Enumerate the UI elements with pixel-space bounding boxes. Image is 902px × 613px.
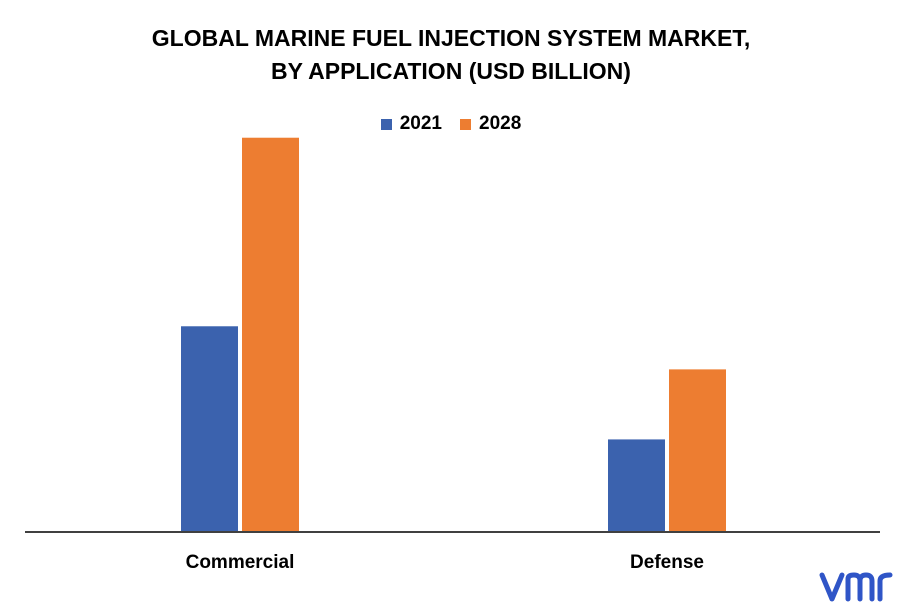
legend-swatch-2028 <box>460 118 471 130</box>
legend-label-2021: 2021 <box>399 113 442 134</box>
bar-defense-2021 <box>608 439 665 531</box>
x-tick-labels: Commercial Defense <box>186 552 704 573</box>
legend-item-2021: 2021 <box>380 113 442 135</box>
bar-commercial-2021 <box>181 326 238 531</box>
x-tick-label-commercial: Commercial <box>186 552 295 573</box>
legend-item-2028: 2028 <box>460 113 521 135</box>
bars-group <box>181 137 726 531</box>
x-tick-label-defense: Defense <box>630 552 704 573</box>
bar-defense-2028 <box>669 369 726 531</box>
bar-commercial-2028 <box>242 137 299 531</box>
chart-title-line-2: BY APPLICATION (USD BILLION) <box>271 58 631 84</box>
legend: 2021 2028 <box>0 113 902 135</box>
legend-label-2028: 2028 <box>479 113 522 134</box>
chart-title: GLOBAL MARINE FUEL INJECTION SYSTEM MARK… <box>0 22 902 88</box>
vmr-logo-icon <box>819 572 893 602</box>
legend-swatch-2021 <box>380 118 392 130</box>
chart-title-line-1: GLOBAL MARINE FUEL INJECTION SYSTEM MARK… <box>151 25 751 51</box>
